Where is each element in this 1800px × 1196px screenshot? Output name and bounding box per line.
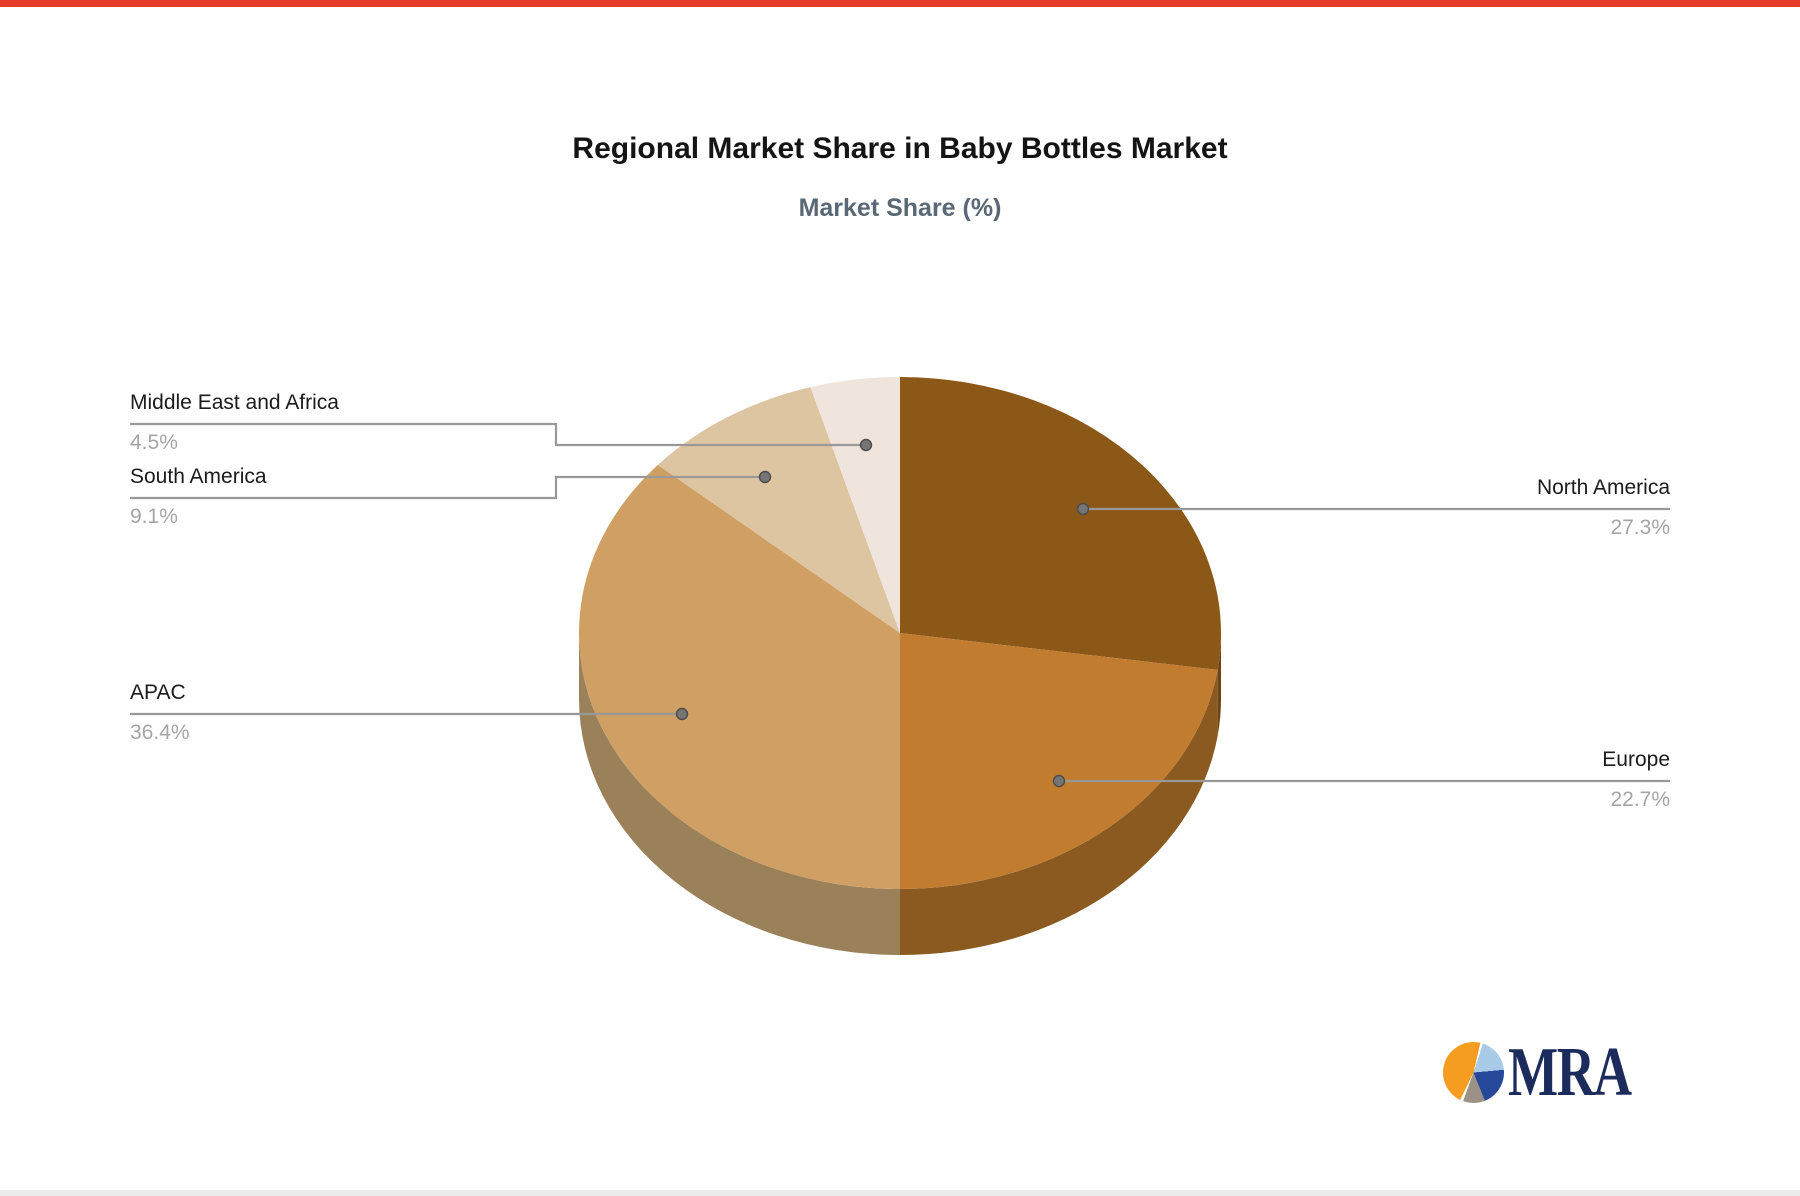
mra-logo-text: MRA bbox=[1508, 1033, 1632, 1111]
pie-slice-side-north-america bbox=[1217, 633, 1221, 736]
pie-label-percent: 22.7% bbox=[1610, 788, 1670, 811]
pie-label-percent: 27.3% bbox=[1610, 516, 1670, 539]
pie-slice-apac[interactable] bbox=[578, 464, 900, 889]
callout-dot-middle-east-and-africa bbox=[859, 438, 873, 452]
callout-dot-north-america bbox=[1076, 502, 1090, 516]
callout-line-south-america bbox=[130, 475, 765, 500]
callout-line-middle-east-and-africa bbox=[130, 422, 866, 447]
mra-logo-pie-icon bbox=[1443, 1041, 1504, 1103]
pie-slice-europe[interactable] bbox=[900, 633, 1218, 889]
mra-logo: MRA bbox=[1443, 1033, 1669, 1111]
callout-dot-europe bbox=[1052, 774, 1066, 788]
pie-label-percent: 36.4% bbox=[130, 721, 190, 744]
chart-title: Regional Market Share in Baby Bottles Ma… bbox=[572, 132, 1228, 165]
top-edge-bar bbox=[0, 0, 1800, 7]
pie-slice-north-america[interactable] bbox=[900, 376, 1221, 670]
pie-slice-side-apac bbox=[579, 633, 900, 955]
pie-label-name: Middle East and Africa bbox=[130, 391, 339, 414]
pie-label-name: South America bbox=[130, 465, 267, 488]
chart-subtitle: Market Share (%) bbox=[798, 194, 1002, 222]
pie-slice-side-europe bbox=[900, 669, 1218, 955]
pie-label-percent: 4.5% bbox=[130, 431, 178, 454]
callout-dot-apac bbox=[675, 707, 689, 721]
pie-slice-south-america[interactable] bbox=[657, 387, 900, 633]
pie-label-name: North America bbox=[1536, 476, 1670, 499]
bottom-edge-bar bbox=[0, 1190, 1800, 1196]
callout-dot-south-america bbox=[758, 470, 772, 484]
pie-label-name: APAC bbox=[130, 681, 186, 704]
pie-slice-middle-east-and-africa[interactable] bbox=[810, 377, 900, 633]
pie-label-percent: 9.1% bbox=[130, 505, 178, 528]
pie-label-name: Europe bbox=[1602, 748, 1670, 771]
